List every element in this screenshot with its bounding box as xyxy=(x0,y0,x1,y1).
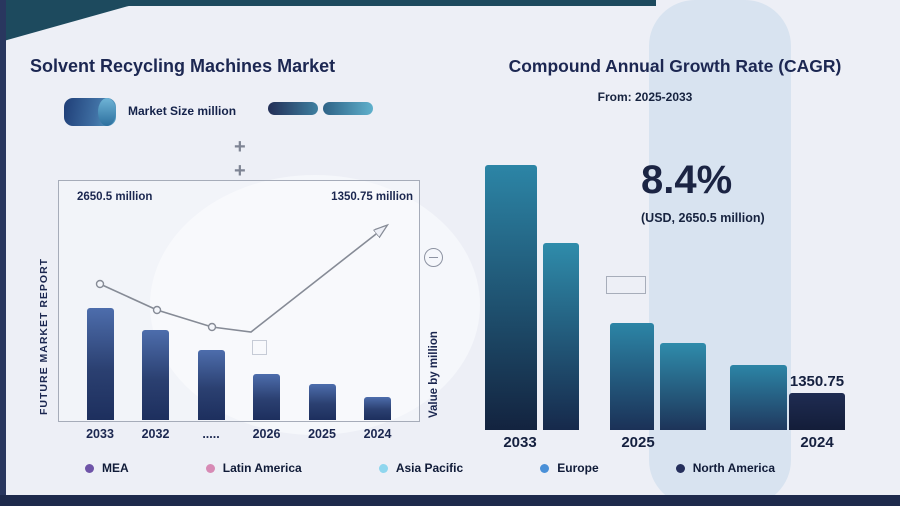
market-size-chart-frame: 2650.5 million 1350.75 million xyxy=(58,180,420,422)
legend-dot xyxy=(540,463,550,473)
market-size-bar xyxy=(197,350,225,420)
cagr-bar xyxy=(485,165,537,430)
legend-dot xyxy=(378,463,388,473)
top-accent-strip xyxy=(0,0,656,6)
square-outline-decoration xyxy=(252,340,267,355)
legend-dot xyxy=(85,463,94,473)
watermark-label: FUTURE MARKET REPORT xyxy=(38,257,50,415)
right-chart-title: Compound Annual Growth Rate (CAGR) xyxy=(508,56,842,76)
plus-icon: + xyxy=(234,136,246,158)
value-label-2024: 1350.75 xyxy=(789,373,845,390)
value-annotation-2033: 2650.5 million xyxy=(77,191,153,203)
x-axis-label: ..... xyxy=(202,427,220,441)
legend-label: North America xyxy=(692,461,775,475)
trend-marker xyxy=(207,322,217,332)
cagr-bar xyxy=(789,393,845,430)
market-size-bar xyxy=(142,330,169,420)
x-axis-label: 2024 xyxy=(363,427,392,441)
x-axis-label: 2032 xyxy=(141,427,170,441)
x-axis-label: 2026 xyxy=(252,427,281,441)
legend-item: Europe xyxy=(540,461,599,475)
corner-triangle xyxy=(0,0,150,42)
x-axis-label: 2025 xyxy=(621,434,655,451)
cagr-bar xyxy=(610,323,654,430)
cagr-value: 8.4% xyxy=(641,158,733,202)
legend-item: North America xyxy=(675,461,775,475)
x-axis-label: 2033 xyxy=(86,427,114,441)
legend-item: MEA xyxy=(85,461,129,475)
gradient-pill-icon xyxy=(323,102,373,115)
trend-marker xyxy=(152,305,162,315)
cagr-bar xyxy=(660,343,706,430)
x-axis-label: 2025 xyxy=(308,427,336,441)
legend-dot xyxy=(205,463,215,473)
market-size-label: Market Size million xyxy=(128,104,237,118)
minus-dash xyxy=(429,257,438,258)
trend-line xyxy=(95,180,420,333)
right-chart-subtitle: From: 2025-2033 xyxy=(597,90,693,104)
trend-marker xyxy=(95,279,105,289)
market-size-bar xyxy=(364,397,391,420)
minus-circle-icon xyxy=(424,248,443,267)
bottom-accent-strip xyxy=(0,495,900,506)
left-accent-strip xyxy=(0,0,6,506)
legend-item: Latin America xyxy=(205,461,302,475)
legend-item: Asia Pacific xyxy=(378,461,464,475)
x-axis-label: 2033 xyxy=(503,434,537,451)
left-chart-title: Solvent Recycling Machines Market xyxy=(30,56,336,76)
plus-icon: + xyxy=(234,160,246,182)
trend-polyline xyxy=(99,227,385,333)
legend-dot xyxy=(675,463,685,473)
cagr-bar xyxy=(543,243,579,430)
x-axis-label: 2024 xyxy=(800,434,834,451)
legend-label: Asia Pacific xyxy=(395,461,464,475)
value-annotation-2024: 1350.75 million xyxy=(331,191,413,203)
cagr-note: (USD, 2650.5 million) xyxy=(641,211,765,225)
gradient-pill-icon xyxy=(268,102,318,115)
region-legend: MEA Latin America Asia Pacific Europe North … xyxy=(85,461,775,475)
cagr-bar xyxy=(730,365,787,430)
market-size-bar xyxy=(253,374,280,420)
legend-label: MEA xyxy=(102,461,129,475)
market-size-bar xyxy=(86,308,114,420)
legend-label: Latin America xyxy=(222,461,302,475)
market-size-x-axis: 2033 2032..... 2026 2025 2024 xyxy=(58,427,420,443)
market-size-icon-face xyxy=(98,98,116,126)
market-size-bars xyxy=(58,180,420,421)
step-outline-decoration xyxy=(606,276,646,294)
y-axis-label: Value by million xyxy=(428,331,440,418)
market-size-bar xyxy=(308,384,336,420)
legend-label: Europe xyxy=(557,461,599,475)
